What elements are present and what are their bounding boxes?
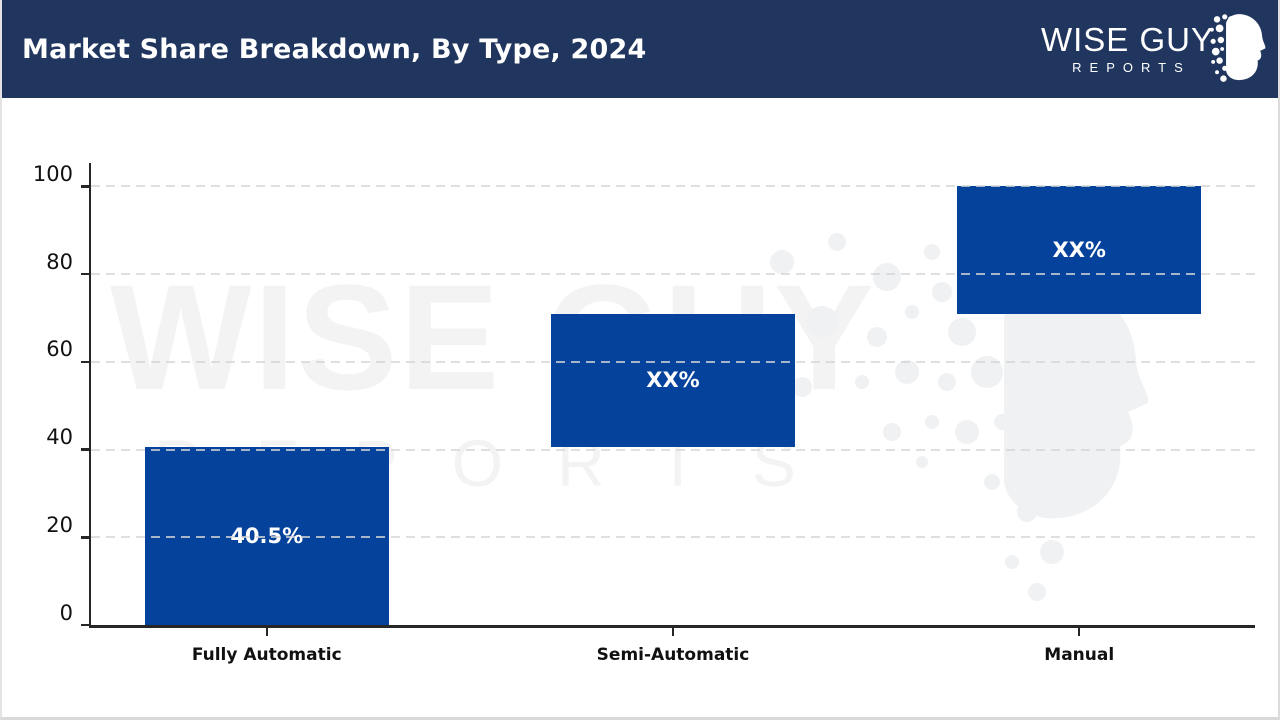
bar-value-label: 40.5%	[230, 524, 304, 549]
bar-semi-automatic: XX%	[551, 313, 795, 448]
x-category-label: Semi-Automatic	[596, 645, 750, 665]
x-tick-mark	[671, 627, 675, 636]
y-gridline-60	[91, 360, 1255, 363]
y-tick-mark	[80, 185, 89, 188]
y-tick-label: 100	[32, 161, 73, 186]
watermark-dotted-head	[746, 233, 1149, 601]
logo-wordmark: WISE GUY	[1040, 21, 1214, 59]
bar-manual: XX%	[957, 186, 1202, 314]
x-axis-line	[88, 625, 1255, 628]
x-category-label: Manual	[1044, 645, 1115, 665]
plot-area: 0 20 40 60 80 100 40.5% XX% XX% Fully Automatic Se…	[33, 162, 1255, 665]
x-tick-mark	[1077, 627, 1081, 636]
y-tick-mark	[80, 623, 89, 627]
bar-fully-automatic: 40.5%	[144, 447, 389, 625]
y-tick-label: 40	[46, 425, 73, 450]
y-tick-mark	[80, 272, 89, 276]
header-bar: Market Share Breakdown, By Type, 2024 WI…	[2, 0, 1278, 98]
logo-subtitle: REPORTS	[1072, 59, 1191, 75]
y-gridline-40	[91, 448, 1255, 451]
bar-value-label: XX%	[646, 368, 700, 393]
x-tick-mark	[265, 627, 268, 636]
y-tick-mark	[80, 448, 89, 451]
wise-guy-reports-logo: WISE GUY REPORTS	[1041, 9, 1278, 89]
bar-value-label: XX%	[1052, 237, 1106, 262]
y-tick-label: 20	[46, 512, 73, 537]
x-category-label: Fully Automatic	[191, 645, 342, 665]
y-gridline-80	[91, 273, 1255, 276]
y-tick-label: 0	[59, 600, 73, 625]
y-tick-label: 60	[46, 337, 73, 362]
y-tick-label: 80	[46, 249, 73, 274]
y-tick-mark	[80, 536, 89, 539]
y-gridline-20	[91, 536, 1255, 539]
page-title: Market Share Breakdown, By Type, 2024	[22, 33, 647, 65]
dotted-head-icon	[1209, 14, 1266, 82]
y-axis-line	[88, 163, 91, 628]
y-tick-mark	[80, 360, 89, 364]
logo-text: WISE GUY REPORTS	[1041, 23, 1214, 75]
y-gridline-100	[91, 185, 1255, 188]
